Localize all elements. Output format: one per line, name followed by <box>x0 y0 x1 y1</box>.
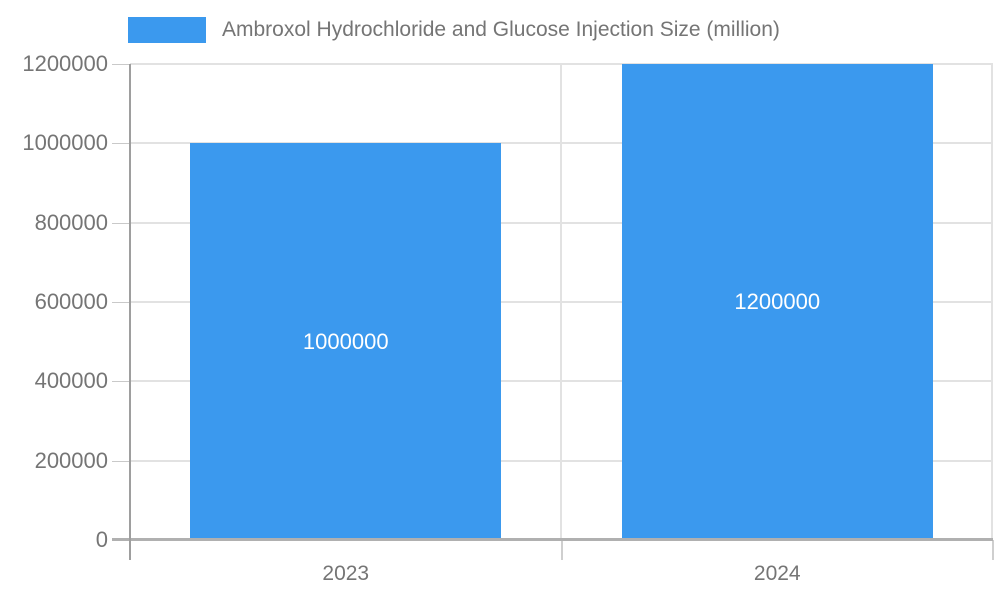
y-axis-tick <box>112 381 130 383</box>
gridline-horizontal <box>130 459 993 462</box>
gridline-horizontal <box>130 301 993 303</box>
gridline-horizontal <box>130 63 993 65</box>
y-tick-label: 1200000 <box>22 51 108 76</box>
y-tick-label: 200000 <box>34 447 108 473</box>
y-axis-tick <box>112 64 130 65</box>
x-axis-tick <box>992 540 994 560</box>
y-tick-label: 600000 <box>34 289 108 314</box>
y-axis-tick <box>112 302 130 303</box>
gridline-horizontal <box>130 221 993 224</box>
gridline-horizontal <box>130 142 993 145</box>
bar-2023[interactable]: 1000000 <box>190 143 502 540</box>
y-axis-tick <box>112 143 130 145</box>
y-tick-label: 1000000 <box>22 130 108 156</box>
legend-swatch[interactable] <box>128 17 206 43</box>
y-tick-label: 400000 <box>34 368 108 394</box>
y-tick-label: 0 <box>95 527 108 552</box>
y-axis-tick <box>112 222 130 224</box>
legend[interactable]: Ambroxol Hydrochloride and Glucose Injec… <box>128 17 780 43</box>
bar-value-label: 1200000 <box>734 289 821 314</box>
y-tick-label: 800000 <box>34 209 108 235</box>
x-axis-tick <box>560 540 563 560</box>
x-category-label: 2024 <box>753 562 801 585</box>
x-category-label: 2023 <box>322 562 370 585</box>
y-axis-tick <box>112 460 130 462</box>
plot-area: 0 200000 400000 600000 800000 1000000 1200000 1… <box>22 51 994 585</box>
bar-value-label: 1000000 <box>302 328 389 354</box>
gridline-vertical <box>559 64 562 540</box>
gridline-vertical <box>991 64 993 540</box>
legend-label: Ambroxol Hydrochloride and Glucose Injec… <box>222 18 780 41</box>
bar-2024[interactable]: 1200000 <box>621 64 933 540</box>
gridline-horizontal <box>130 380 993 383</box>
x-axis-line <box>112 538 993 541</box>
y-axis-line <box>129 64 131 560</box>
